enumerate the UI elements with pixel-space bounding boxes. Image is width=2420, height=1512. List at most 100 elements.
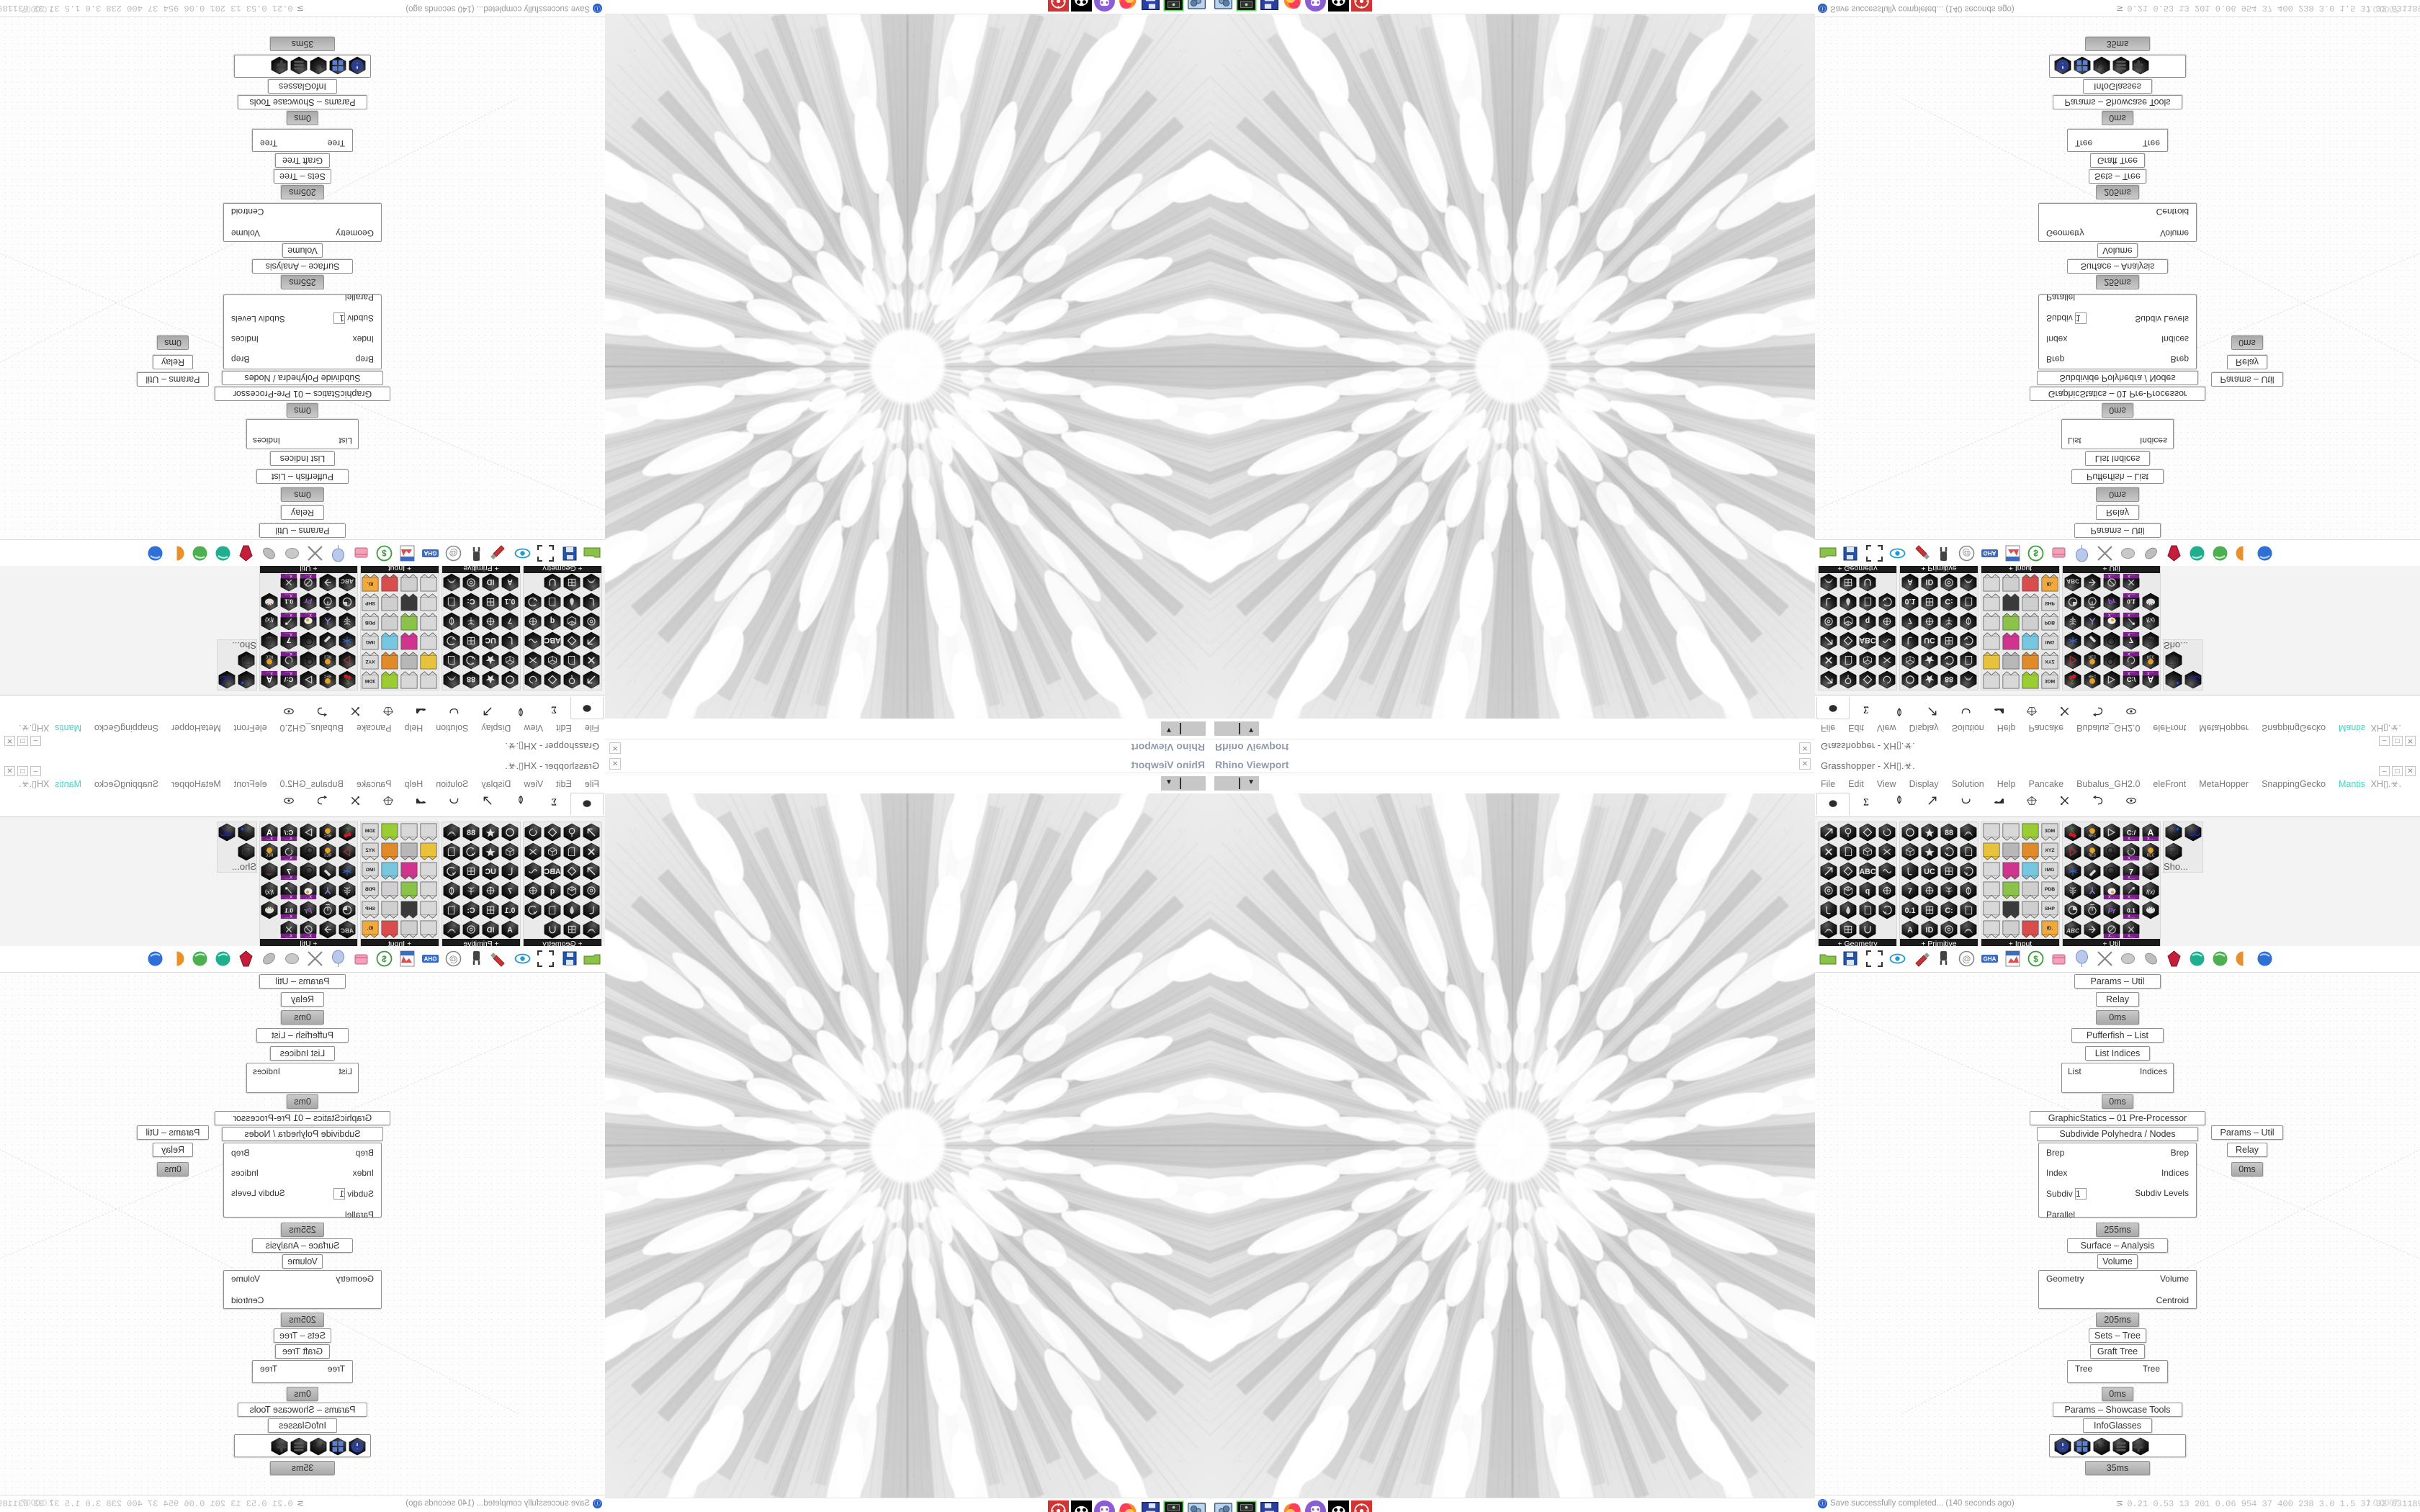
svg-text:Σ: Σ — [551, 796, 557, 807]
svg-text:REC: REC — [2088, 853, 2096, 858]
svg-text:ID.: ID. — [367, 582, 374, 587]
svg-text:3DM: 3DM — [2044, 679, 2055, 684]
svg-text:X....: X.... — [285, 652, 292, 656]
svg-text:@: @ — [449, 548, 457, 558]
svg-text:X....: X.... — [2128, 652, 2135, 656]
svg-text:G: G — [246, 659, 248, 663]
svg-text:88: 88 — [467, 829, 476, 837]
svg-text:SHP: SHP — [365, 601, 375, 606]
svg-text:0.1: 0.1 — [284, 906, 293, 914]
svg-text:IMG: IMG — [366, 640, 375, 645]
svg-text:PDB: PDB — [2044, 621, 2054, 626]
svg-text:GHA: GHA — [1984, 550, 1996, 557]
svg-text:X....: X.... — [285, 895, 292, 899]
svg-text:XYZ: XYZ — [2045, 660, 2054, 665]
svg-text:X....: X.... — [2108, 613, 2115, 617]
svg-text:REC: REC — [324, 674, 332, 678]
svg-text:X....: X.... — [2147, 671, 2154, 675]
svg-text:REC: REC — [324, 834, 332, 838]
svg-text:ID.: ID. — [2046, 926, 2053, 931]
svg-text:f(x): f(x) — [265, 617, 274, 624]
svg-text:X....: X.... — [2128, 671, 2135, 675]
svg-text:X....: X.... — [266, 837, 273, 841]
svg-text:ID: ID — [487, 926, 495, 935]
svg-text:A: A — [266, 675, 273, 685]
svg-text:X....: X.... — [285, 613, 292, 617]
svg-text:UC: UC — [485, 636, 497, 644]
svg-text:ABC: ABC — [340, 927, 354, 934]
svg-text:X....: X.... — [285, 671, 292, 675]
svg-text:$: $ — [2033, 954, 2038, 964]
svg-text:X....: X.... — [305, 574, 312, 578]
svg-text:0.1: 0.1 — [2127, 906, 2136, 914]
svg-text:Pr: Pr — [304, 907, 313, 915]
svg-text:$: $ — [2033, 548, 2038, 558]
svg-text:ABC: ABC — [2065, 578, 2079, 585]
svg-text:3DM: 3DM — [365, 679, 376, 684]
svg-text:7: 7 — [508, 887, 512, 896]
svg-text:REC: REC — [2146, 853, 2154, 858]
svg-text:REC: REC — [324, 853, 332, 858]
svg-text:REC: REC — [266, 654, 274, 659]
svg-text:ABC: ABC — [544, 636, 561, 644]
svg-text:REC: REC — [2146, 654, 2154, 659]
svg-text:ABC: ABC — [1859, 868, 1876, 876]
svg-text:X....: X.... — [305, 895, 312, 899]
svg-text:X....: X.... — [285, 914, 292, 919]
svg-text:C:/: C:/ — [2126, 829, 2136, 836]
svg-text:Σ: Σ — [1863, 705, 1869, 716]
svg-text:UC: UC — [1924, 868, 1935, 876]
svg-text:PDB: PDB — [365, 621, 375, 626]
svg-text:C:/: C:/ — [2126, 676, 2136, 683]
svg-text:X....: X.... — [2128, 914, 2135, 919]
svg-text:X....: X.... — [285, 856, 292, 860]
svg-text:@: @ — [449, 954, 457, 964]
svg-text:SHP: SHP — [2045, 906, 2055, 912]
svg-text:0.1: 0.1 — [2127, 598, 2136, 606]
svg-text:Σ: Σ — [1863, 796, 1869, 807]
svg-text:ID: ID — [1925, 926, 1933, 935]
svg-text:ID.: ID. — [2046, 582, 2053, 587]
svg-text:@: @ — [1962, 548, 1971, 558]
svg-text:C:: C: — [467, 597, 475, 606]
svg-text:X....: X.... — [285, 876, 292, 880]
svg-text:@: @ — [1962, 954, 1971, 964]
svg-text:ID: ID — [1925, 577, 1933, 586]
svg-text:0.1: 0.1 — [1904, 906, 1915, 915]
svg-text:Pr: Pr — [2107, 597, 2116, 605]
svg-text:X....: X.... — [2128, 613, 2135, 617]
svg-text:UC: UC — [1924, 636, 1935, 644]
svg-text:GHA: GHA — [424, 956, 436, 963]
svg-text:88: 88 — [1945, 675, 1953, 683]
svg-text:X....: X.... — [285, 837, 292, 841]
svg-text:f(x): f(x) — [2146, 617, 2154, 624]
svg-text:XYZ: XYZ — [366, 660, 375, 665]
svg-text:UC: UC — [485, 868, 497, 876]
svg-text:A: A — [266, 827, 273, 837]
svg-text:XYZ: XYZ — [366, 848, 375, 853]
svg-text:f(x): f(x) — [265, 888, 274, 895]
svg-text:X....: X.... — [285, 593, 292, 598]
svg-text:IMG: IMG — [2045, 640, 2054, 645]
svg-text:X....: X.... — [2128, 876, 2135, 880]
svg-text:REC: REC — [2088, 674, 2096, 678]
svg-text:q: q — [550, 616, 555, 625]
svg-text:A: A — [507, 577, 513, 586]
svg-text:q: q — [1865, 887, 1870, 896]
svg-text:A: A — [2147, 827, 2154, 837]
svg-text:0.1: 0.1 — [1904, 597, 1915, 606]
svg-text:C:: C: — [467, 906, 475, 915]
svg-text:0.1: 0.1 — [284, 598, 293, 606]
svg-text:GHA: GHA — [1984, 956, 1996, 963]
svg-text:G: G — [246, 849, 248, 853]
svg-text:7: 7 — [508, 616, 512, 625]
svg-text:X....: X.... — [2128, 632, 2135, 636]
svg-text:88: 88 — [1945, 829, 1953, 837]
svg-text:X....: X.... — [2128, 895, 2135, 899]
svg-text:PDB: PDB — [365, 887, 375, 892]
svg-text:Pr: Pr — [304, 597, 313, 605]
svg-text:GHA: GHA — [424, 550, 436, 557]
svg-text:XYZ: XYZ — [2045, 848, 2054, 853]
svg-text:A: A — [1907, 926, 1913, 935]
svg-text:88: 88 — [467, 675, 476, 683]
